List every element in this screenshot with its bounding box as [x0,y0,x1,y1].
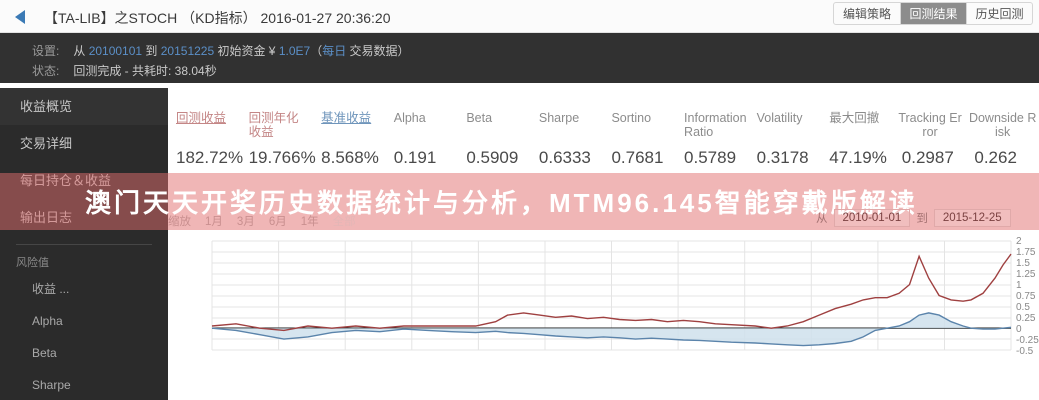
svg-text:1: 1 [1016,280,1022,291]
svg-text:2: 2 [1016,236,1022,247]
svg-text:1.25: 1.25 [1016,269,1036,280]
svg-text:-0.25: -0.25 [1016,335,1039,346]
svg-text:0.75: 0.75 [1016,291,1036,302]
svg-text:0.5: 0.5 [1016,302,1030,313]
svg-text:0.25: 0.25 [1016,313,1036,324]
svg-text:1.5: 1.5 [1016,258,1030,269]
svg-text:1.75: 1.75 [1016,247,1036,258]
svg-text:0: 0 [1016,324,1022,335]
svg-text:-0.5: -0.5 [1016,346,1034,357]
